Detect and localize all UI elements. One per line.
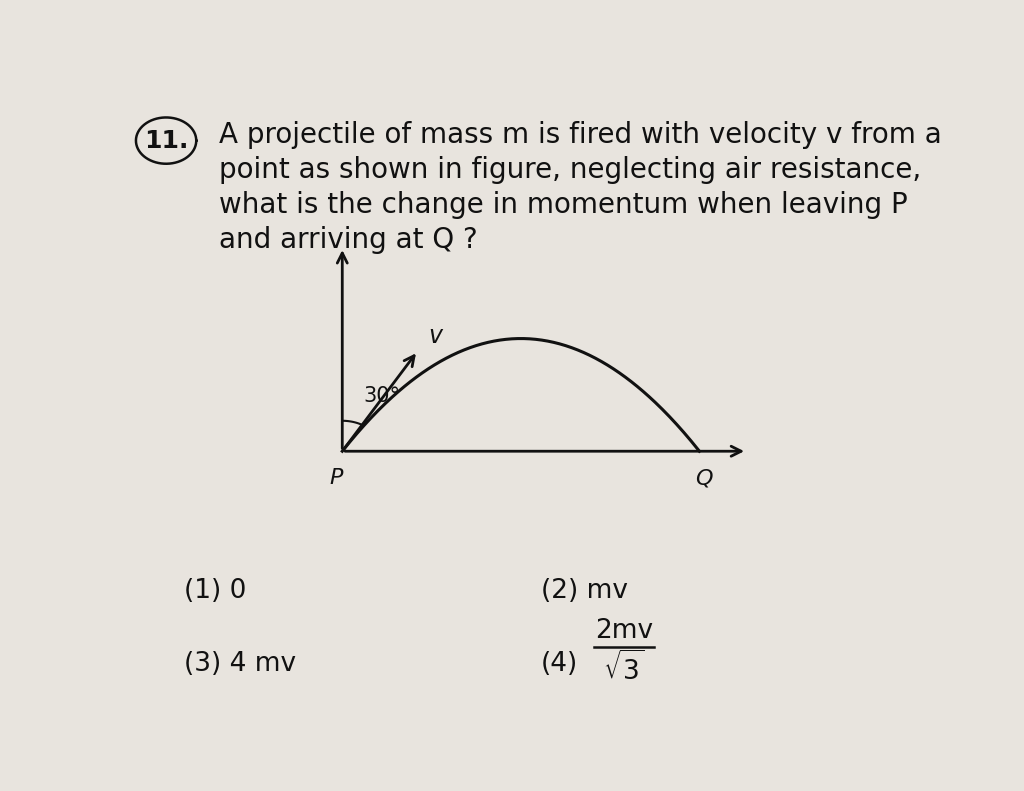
Text: $\sqrt{3}$: $\sqrt{3}$	[603, 651, 645, 686]
Text: P: P	[330, 468, 343, 488]
Text: v: v	[428, 324, 442, 348]
Text: and arriving at Q ?: and arriving at Q ?	[219, 226, 478, 255]
Text: (3) 4 mv: (3) 4 mv	[183, 652, 296, 677]
Text: 11.: 11.	[144, 129, 188, 153]
Text: Q: Q	[694, 468, 712, 488]
Text: 30°: 30°	[364, 385, 400, 406]
Text: A projectile of mass m is fired with velocity v from a: A projectile of mass m is fired with vel…	[219, 120, 942, 149]
Text: 2mv: 2mv	[595, 619, 653, 645]
Text: (2) mv: (2) mv	[541, 578, 628, 604]
Text: (1) 0: (1) 0	[183, 578, 246, 604]
Text: what is the change in momentum when leaving P: what is the change in momentum when leav…	[219, 191, 908, 219]
Text: (4): (4)	[541, 652, 578, 677]
Text: point as shown in figure, neglecting air resistance,: point as shown in figure, neglecting air…	[219, 156, 922, 184]
